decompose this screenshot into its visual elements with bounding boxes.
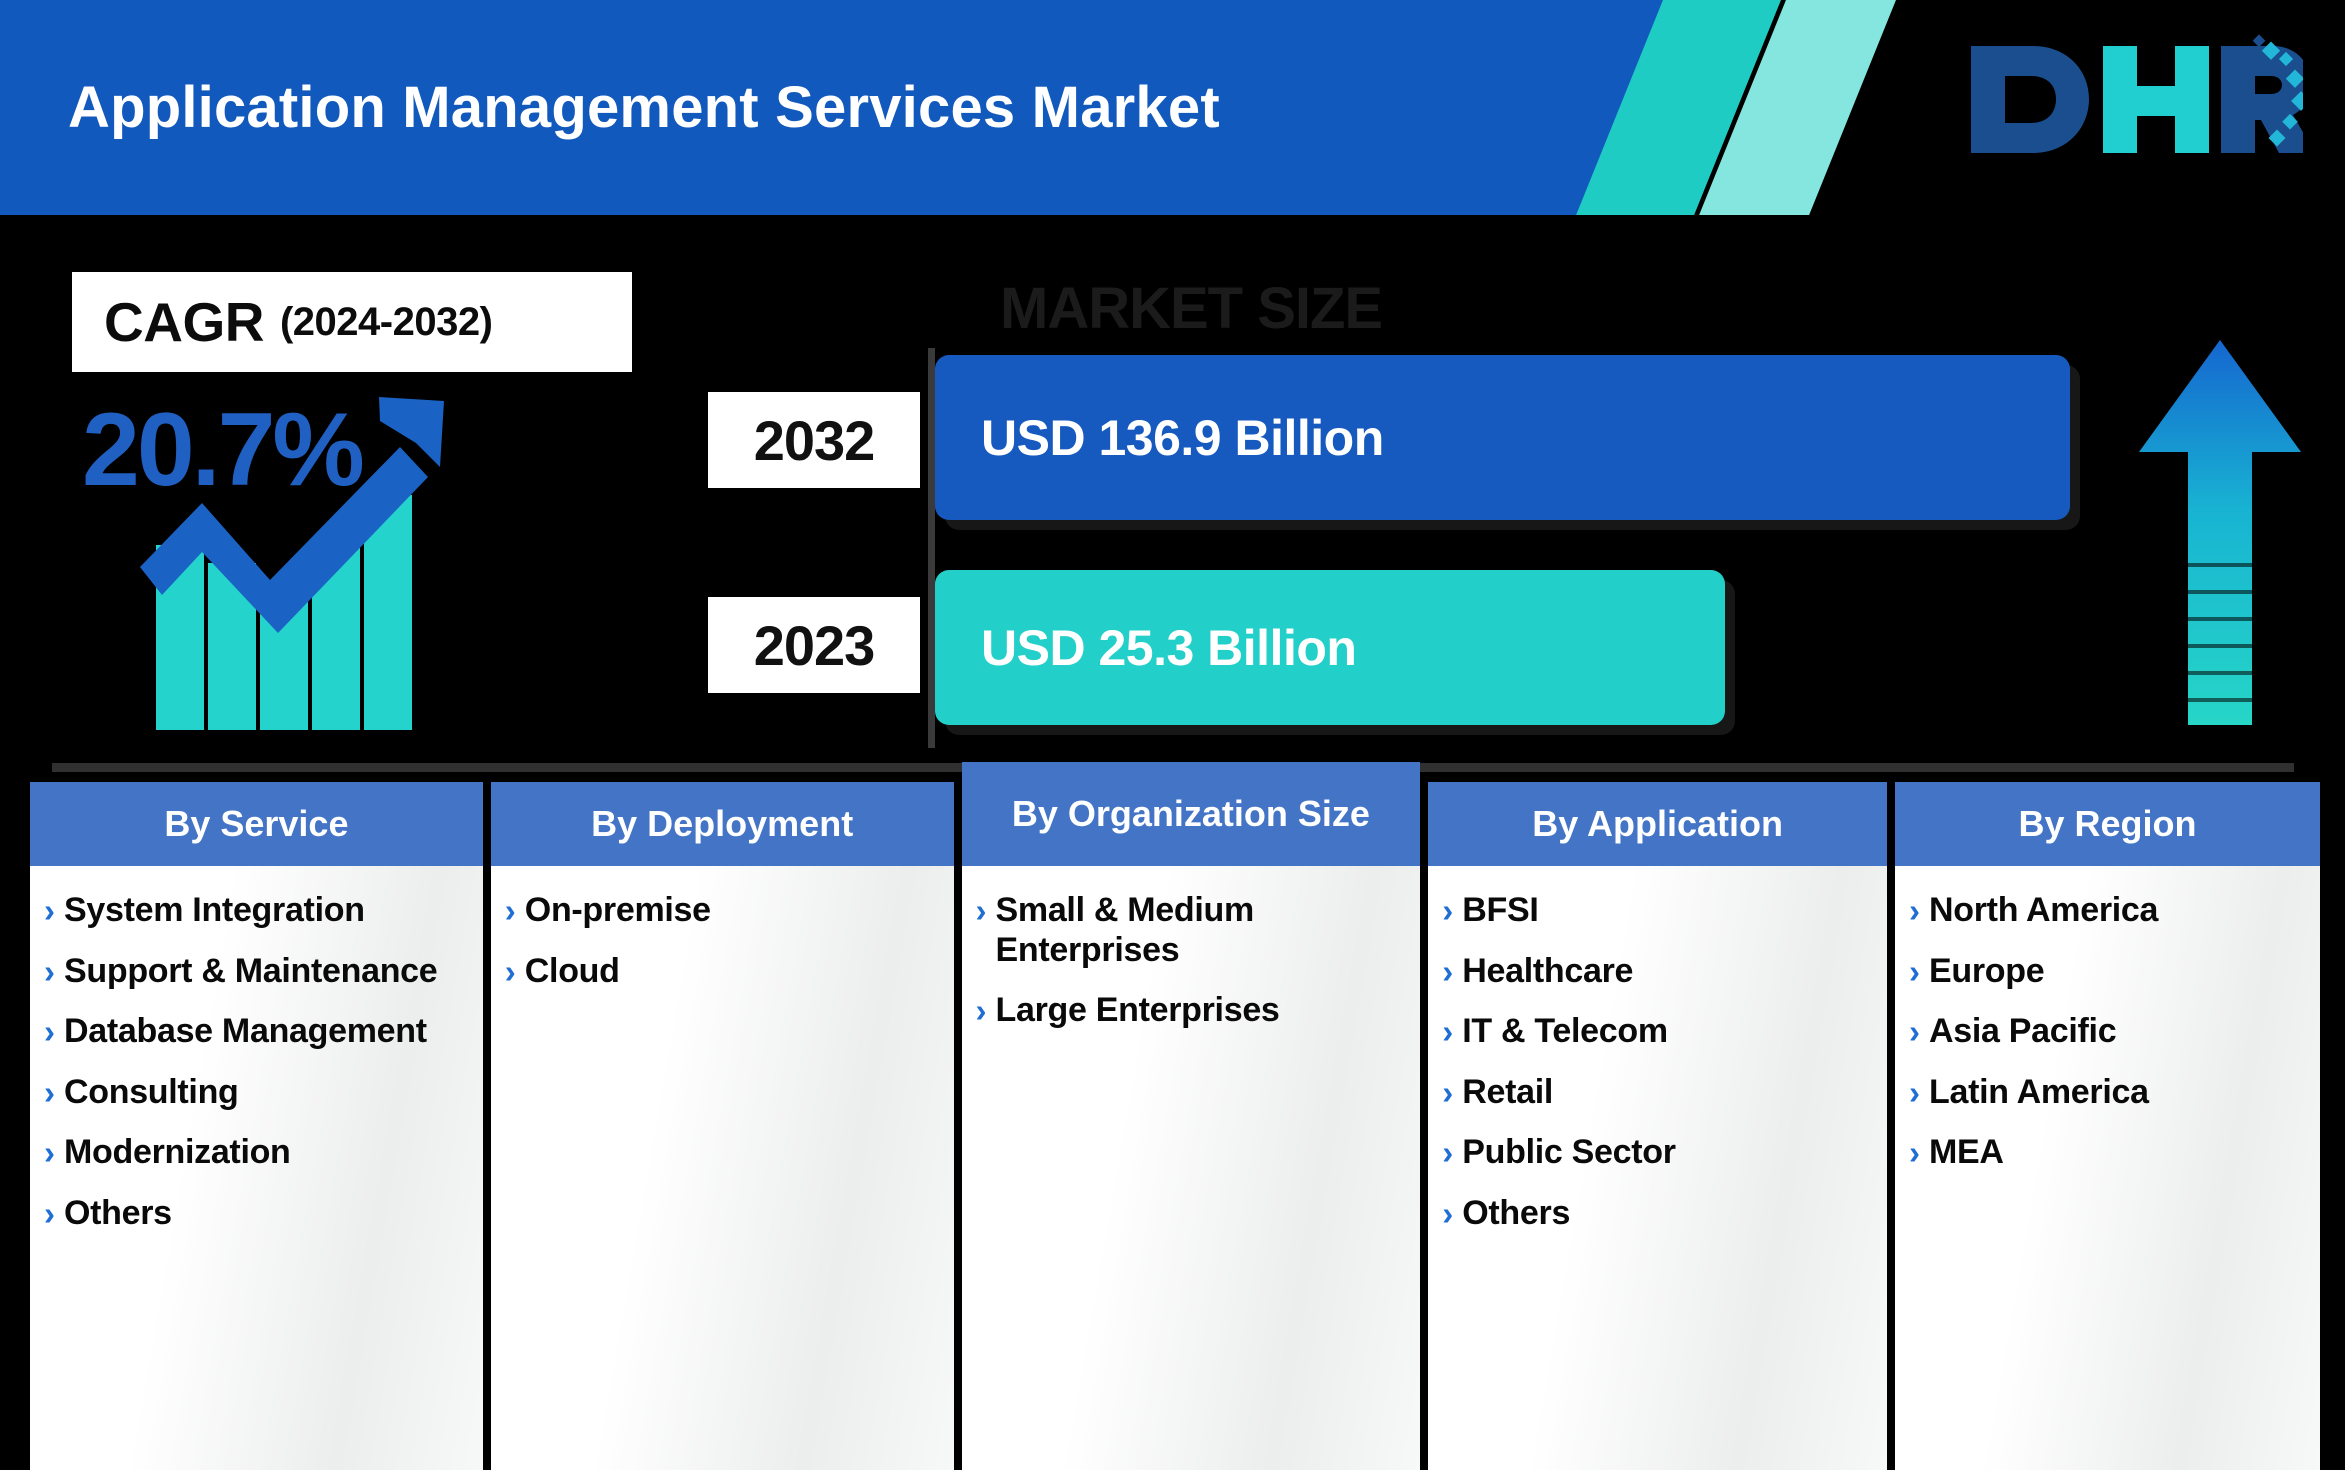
market-size-bar-2023: USD 25.3 Billion: [935, 570, 1725, 725]
market-size-year-2032: 2032: [708, 392, 920, 488]
list-item[interactable]: › On-premise: [505, 890, 944, 931]
list-item[interactable]: › Healthcare: [1442, 951, 1877, 992]
list-item[interactable]: › Latin America: [1909, 1072, 2310, 1113]
list-item-label: Public Sector: [1462, 1133, 1676, 1172]
list-item[interactable]: › IT & Telecom: [1442, 1011, 1877, 1052]
list-item-label: Asia Pacific: [1929, 1012, 2117, 1051]
cagr-label: CAGR: [104, 291, 264, 353]
chevron-right-icon: ›: [1909, 952, 1921, 990]
segment-column-by-application: By Application › BFSI › Healthcare › IT & T…: [1428, 782, 1888, 1470]
list-item[interactable]: › System Integration: [44, 890, 473, 931]
list-item[interactable]: › Public Sector: [1442, 1132, 1877, 1173]
chevron-right-icon: ›: [1442, 1013, 1454, 1051]
list-item-label: Small & Medium Enterprises: [995, 891, 1255, 970]
dhr-logo: [1963, 32, 2315, 167]
chevron-right-icon: ›: [1442, 952, 1454, 990]
market-size-year-2023: 2023: [708, 597, 920, 693]
list-item-label: On-premise: [524, 891, 711, 929]
segment-list-by-region: › North America › Europe › Asia Pacific › La…: [1895, 866, 2320, 1470]
up-arrow-icon: [2105, 330, 2335, 730]
list-item-label: Healthcare: [1462, 951, 1634, 990]
market-size-value-2032: USD 136.9 Billion: [981, 409, 1384, 466]
list-item-label: Others: [1462, 1193, 1571, 1232]
list-item-label: Retail: [1462, 1072, 1554, 1111]
segment-list-by-deployment: › On-premise › Cloud: [491, 866, 954, 1470]
list-item-label: MEA: [1929, 1133, 2004, 1172]
chevron-right-icon: ›: [1442, 1134, 1454, 1172]
segment-list-by-service: › System Integration › Support & Maintenan…: [30, 866, 483, 1470]
chevron-right-icon: ›: [1909, 1073, 1921, 1111]
list-item[interactable]: › Support & Maintenance: [44, 951, 473, 992]
segment-header-by-application: By Application: [1428, 782, 1888, 866]
list-item-label: Modernization: [64, 1133, 291, 1172]
list-item[interactable]: › Modernization: [44, 1132, 473, 1173]
segment-column-by-service: By Service › System Integration › Support …: [30, 782, 483, 1470]
segment-column-by-region: By Region › North America › Europe › Asia P…: [1895, 782, 2320, 1470]
list-item-label: Database Management: [64, 1012, 427, 1051]
list-item[interactable]: › North America: [1909, 890, 2310, 931]
list-item[interactable]: › Cloud: [505, 951, 944, 992]
segment-header-by-service: By Service: [30, 782, 483, 866]
cagr-label-box: CAGR (2024-2032): [72, 272, 632, 372]
list-item[interactable]: › Retail: [1442, 1072, 1877, 1113]
list-item-label: BFSI: [1462, 891, 1539, 929]
list-item-label: IT & Telecom: [1462, 1012, 1668, 1051]
segment-list-by-organization-size: › Small & Medium Enterprises › Large Enter…: [962, 866, 1421, 1470]
list-item-label: Europe: [1929, 951, 2045, 990]
list-item[interactable]: › Database Management: [44, 1011, 473, 1052]
segment-column-by-deployment: By Deployment › On-premise › Cloud: [490, 782, 954, 1470]
list-item-label: System Integration: [64, 891, 365, 929]
chevron-right-icon: ›: [504, 952, 516, 990]
chevron-right-icon: ›: [44, 1013, 55, 1051]
chevron-right-icon: ›: [1909, 892, 1921, 929]
chevron-right-icon: ›: [44, 1073, 55, 1111]
list-item[interactable]: › MEA: [1909, 1132, 2310, 1173]
list-item[interactable]: › Asia Pacific: [1909, 1011, 2310, 1052]
list-item[interactable]: › Consulting: [44, 1072, 473, 1113]
page-title: Application Management Services Market: [68, 75, 1220, 140]
cagr-value: 20.7%: [82, 392, 365, 508]
chevron-right-icon: ›: [975, 992, 987, 1030]
chevron-right-icon: ›: [1442, 1073, 1454, 1111]
market-size-axis: [928, 348, 935, 748]
segment-column-by-organization-size: By Organization Size › Small & Medium Ent…: [961, 762, 1421, 1470]
list-item[interactable]: › Large Enterprises: [976, 990, 1411, 1031]
growth-bar-chart-icon: [140, 395, 550, 740]
dhr-logo-icon: [1971, 34, 2315, 153]
list-item-label: Latin America: [1929, 1072, 2149, 1111]
list-item[interactable]: › BFSI: [1442, 890, 1877, 931]
segment-header-by-organization-size: By Organization Size: [961, 762, 1421, 866]
chevron-right-icon: ›: [1442, 892, 1454, 929]
list-item-label: Large Enterprises: [995, 991, 1280, 1030]
list-item-label: Others: [64, 1193, 172, 1232]
list-item-label: Support & Maintenance: [64, 951, 438, 990]
segmentation-table: By Service › System Integration › Support …: [30, 762, 2320, 1470]
chevron-right-icon: ›: [44, 892, 55, 929]
market-size-bar-2032: USD 136.9 Billion: [935, 355, 2070, 520]
cagr-period: (2024-2032): [279, 299, 493, 344]
list-item-label: Cloud: [524, 951, 620, 990]
market-size-title: MARKET SIZE: [1000, 276, 1383, 341]
chevron-right-icon: ›: [44, 1194, 55, 1232]
chevron-right-icon: ›: [1909, 1013, 1921, 1051]
list-item-label: North America: [1929, 891, 2159, 929]
chevron-right-icon: ›: [1442, 1194, 1454, 1232]
list-item[interactable]: › Europe: [1909, 951, 2310, 992]
chevron-right-icon: ›: [504, 892, 516, 929]
list-item[interactable]: › Others: [44, 1193, 473, 1234]
chevron-right-icon: ›: [44, 1134, 55, 1172]
segment-header-by-region: By Region: [1895, 782, 2320, 866]
segment-list-by-application: › BFSI › Healthcare › IT & Telecom › Retail …: [1428, 866, 1887, 1470]
chevron-right-icon: ›: [44, 952, 55, 990]
list-item[interactable]: › Others: [1442, 1193, 1877, 1234]
list-item[interactable]: › Small & Medium Enterprises: [976, 890, 1411, 970]
segment-header-by-deployment: By Deployment: [490, 782, 954, 866]
chevron-right-icon: ›: [975, 892, 987, 929]
list-item-label: Consulting: [64, 1072, 239, 1111]
market-size-value-2023: USD 25.3 Billion: [981, 619, 1357, 676]
chevron-right-icon: ›: [1909, 1134, 1921, 1172]
